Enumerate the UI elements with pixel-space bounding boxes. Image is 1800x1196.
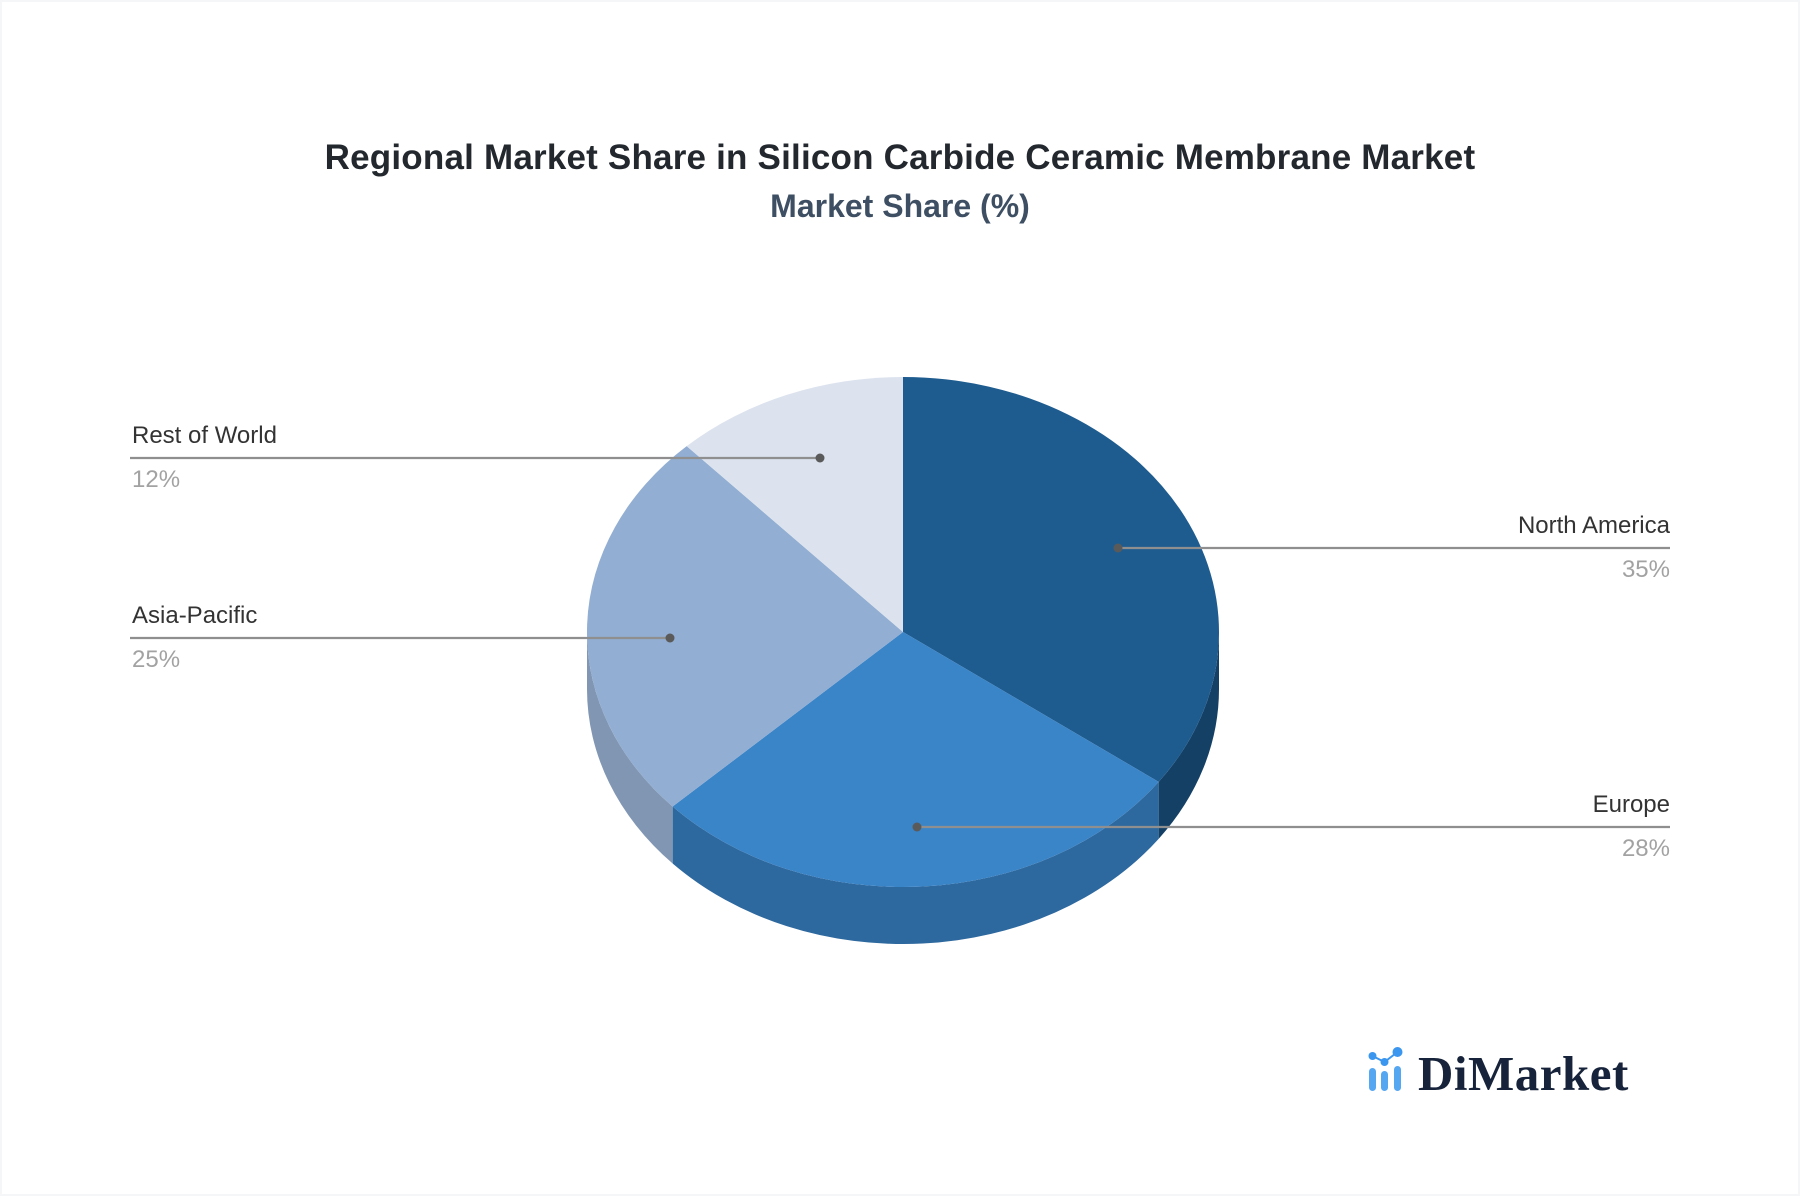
- callout-dot-europe: [912, 822, 922, 832]
- pie-side-north-america: [1158, 632, 1219, 839]
- slice-percent-europe: 28%: [1621, 835, 1670, 862]
- pie-slice-north-america[interactable]: [903, 377, 1220, 782]
- slice-percent-rest-of-world: 12%: [132, 466, 181, 493]
- pie-side-asia-pacific: [587, 632, 673, 864]
- slice-label-asia-pacific: Asia-Pacific: [132, 602, 258, 629]
- slice-label-rest-of-world: Rest of World: [132, 422, 277, 449]
- callout-dot-north-america: [1113, 543, 1123, 553]
- slice-percent-north-america: 35%: [1621, 556, 1670, 583]
- chart-subtitle: Market Share (%): [770, 188, 1030, 224]
- callout-dot-rest-of-world: [815, 453, 825, 463]
- slice-percent-asia-pacific: 25%: [132, 646, 181, 673]
- pie-slice-europe[interactable]: [672, 632, 1159, 888]
- pie-side-europe: [672, 781, 1159, 945]
- pie-slice-rest-of-world[interactable]: [686, 377, 903, 632]
- callout-dot-asia-pacific: [665, 633, 675, 643]
- chart-title: Regional Market Share in Silicon Carbide…: [324, 138, 1476, 177]
- slice-label-north-america: North America: [1517, 512, 1670, 539]
- slice-label-europe: Europe: [1592, 791, 1670, 818]
- pie-slice-asia-pacific[interactable]: [586, 446, 903, 807]
